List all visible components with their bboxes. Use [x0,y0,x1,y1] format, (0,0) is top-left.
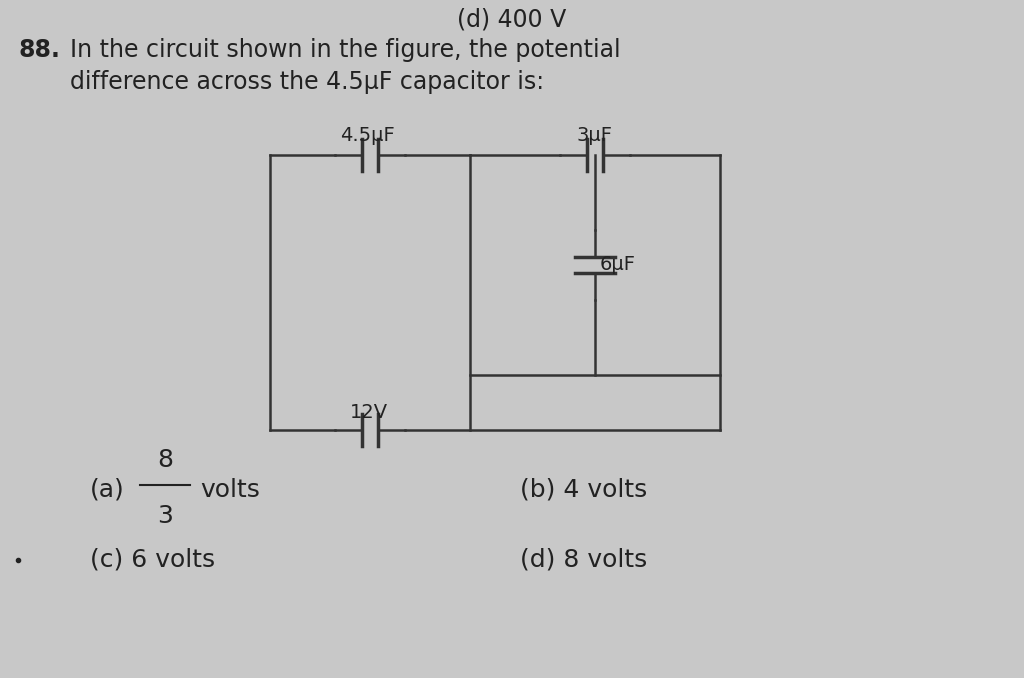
Text: In the circuit shown in the figure, the potential: In the circuit shown in the figure, the … [70,38,621,62]
Text: 6μF: 6μF [600,256,636,275]
Text: (b) 4 volts: (b) 4 volts [520,478,647,502]
Text: 4.5μF: 4.5μF [340,126,394,145]
Text: volts: volts [200,478,260,502]
Text: (a): (a) [90,478,125,502]
Text: 8: 8 [157,448,173,472]
Text: 3: 3 [157,504,173,528]
Text: (c) 6 volts: (c) 6 volts [90,548,215,572]
Text: 3μF: 3μF [577,126,613,145]
Text: (d) 8 volts: (d) 8 volts [520,548,647,572]
Text: difference across the 4.5μF capacitor is:: difference across the 4.5μF capacitor is… [70,70,544,94]
Text: (d) 400 V: (d) 400 V [458,8,566,32]
Text: 88.: 88. [18,38,59,62]
Text: 12V: 12V [350,403,388,422]
